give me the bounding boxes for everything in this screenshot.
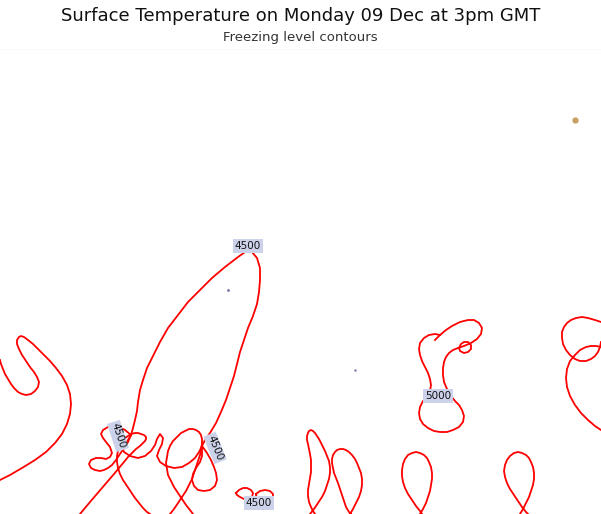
Text: 4500: 4500 — [206, 434, 225, 462]
Text: 4500: 4500 — [109, 422, 127, 450]
Text: 4500: 4500 — [235, 241, 261, 251]
Text: Surface Temperature on Monday 09 Dec at 3pm GMT: Surface Temperature on Monday 09 Dec at … — [61, 7, 540, 25]
Text: 5000: 5000 — [425, 391, 451, 401]
Text: Freezing level contours: Freezing level contours — [223, 31, 378, 44]
Text: 4500: 4500 — [246, 498, 272, 508]
